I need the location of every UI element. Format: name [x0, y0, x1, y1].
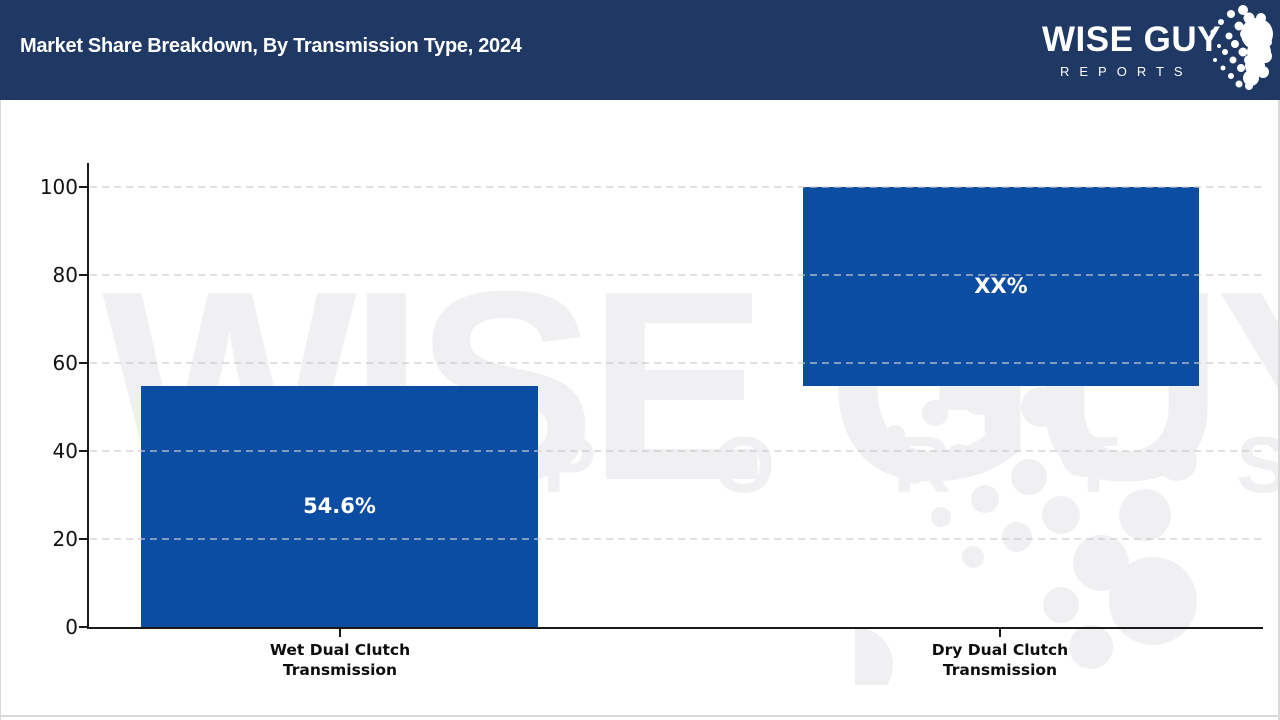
x-category-label-wet: Wet Dual Clutch Transmission — [180, 640, 500, 680]
x-tick-mark — [999, 629, 1001, 637]
right-border-line — [1278, 100, 1280, 720]
y-tick-mark — [79, 450, 88, 452]
bar-dry-dual-clutch — [803, 187, 1199, 386]
bottom-border-line — [0, 715, 1280, 717]
x-category-label-line: Wet Dual Clutch — [269, 641, 411, 659]
y-tick-mark — [79, 626, 88, 628]
header-banner: Market Share Breakdown, By Transmission … — [0, 0, 1280, 100]
gridline-40 — [90, 450, 1262, 452]
y-tick-mark — [79, 274, 88, 276]
y-tick-mark — [79, 186, 88, 188]
x-category-label-line: Transmission — [282, 661, 398, 679]
y-tick-label: 40 — [52, 439, 78, 463]
y-tick-mark — [79, 538, 88, 540]
logo-wordmark: WISE GUY — [1042, 20, 1222, 59]
bar-value-label: 54.6% — [303, 494, 376, 518]
gridline-80 — [90, 274, 1262, 276]
gridline-20 — [90, 538, 1262, 540]
bar-wet-dual-clutch — [141, 386, 538, 627]
watermark-face-icon — [855, 383, 1197, 685]
y-axis-line — [87, 163, 89, 629]
y-tick-mark — [79, 362, 88, 364]
y-tick-label: 80 — [52, 263, 78, 287]
wiseguy-face-icon — [1210, 5, 1273, 90]
x-category-label-dry: Dry Dual Clutch Transmission — [840, 640, 1160, 680]
x-category-label-line: Transmission — [942, 661, 1058, 679]
y-tick-label: 20 — [52, 527, 78, 551]
gridline-60 — [90, 362, 1262, 364]
x-category-label-line: Dry Dual Clutch — [931, 641, 1069, 659]
gridline-100 — [90, 186, 1262, 188]
y-tick-label: 100 — [39, 175, 78, 199]
page-title: Market Share Breakdown, By Transmission … — [20, 35, 522, 57]
left-border-line — [0, 100, 1, 720]
y-tick-label: 60 — [52, 351, 78, 375]
x-axis-line — [87, 627, 1263, 629]
bar-value-label: XX% — [974, 274, 1028, 298]
logo-subtext: REPORTS — [1060, 64, 1193, 79]
y-tick-label: 0 — [65, 615, 78, 639]
wiseguy-logo: WISE GUY REPORTS — [1030, 0, 1280, 100]
x-tick-mark — [339, 629, 341, 637]
